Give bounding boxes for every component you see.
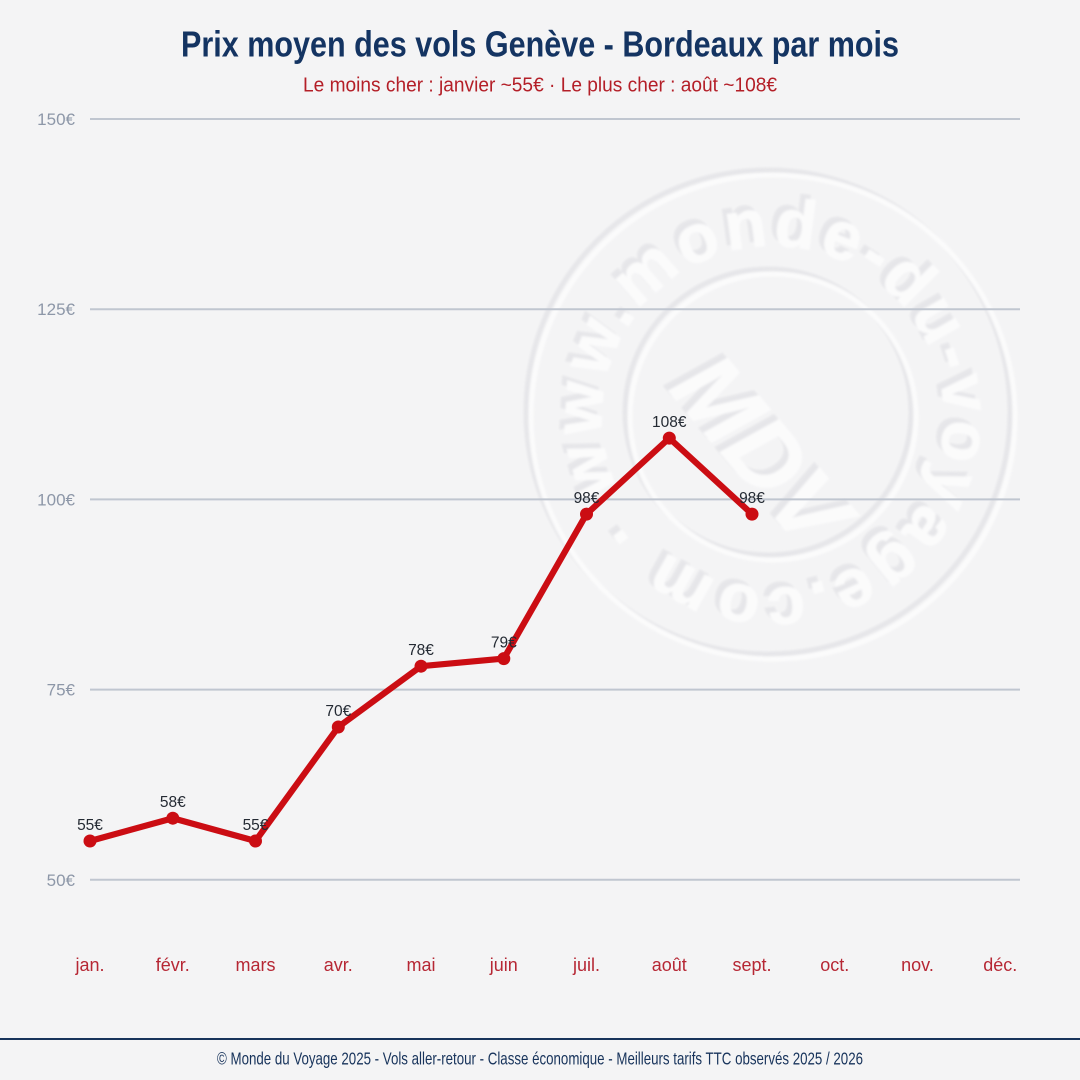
svg-text:125€: 125€ bbox=[37, 300, 75, 319]
svg-text:Prix moyen des vols Genève - B: Prix moyen des vols Genève - Bordeaux pa… bbox=[181, 24, 899, 65]
svg-text:© Monde du Voyage 2025 - Vols: © Monde du Voyage 2025 - Vols aller-reto… bbox=[217, 1049, 863, 1069]
svg-text:juil.: juil. bbox=[572, 955, 600, 975]
svg-text:Le moins cher : janvier ~55€ ·: Le moins cher : janvier ~55€ · Le plus c… bbox=[303, 74, 778, 97]
svg-text:55€: 55€ bbox=[77, 817, 103, 834]
svg-text:mars: mars bbox=[236, 955, 276, 975]
svg-text:79€: 79€ bbox=[491, 635, 517, 652]
svg-text:oct.: oct. bbox=[820, 955, 849, 975]
svg-text:juin: juin bbox=[489, 955, 518, 975]
svg-text:déc.: déc. bbox=[983, 955, 1017, 975]
svg-text:100€: 100€ bbox=[37, 490, 75, 509]
svg-text:mai: mai bbox=[406, 955, 435, 975]
svg-text:55€: 55€ bbox=[243, 817, 269, 834]
svg-text:sept.: sept. bbox=[732, 955, 771, 975]
svg-text:août: août bbox=[652, 955, 687, 975]
svg-text:150€: 150€ bbox=[37, 110, 75, 129]
svg-text:70€: 70€ bbox=[325, 703, 351, 720]
svg-text:58€: 58€ bbox=[160, 794, 186, 811]
svg-text:févr.: févr. bbox=[156, 955, 190, 975]
svg-text:75€: 75€ bbox=[47, 681, 76, 700]
svg-text:108€: 108€ bbox=[652, 414, 687, 431]
svg-text:avr.: avr. bbox=[324, 955, 353, 975]
svg-text:jan.: jan. bbox=[74, 955, 104, 975]
svg-text:50€: 50€ bbox=[47, 871, 76, 890]
svg-text:78€: 78€ bbox=[408, 642, 434, 659]
svg-text:98€: 98€ bbox=[739, 490, 765, 507]
svg-text:98€: 98€ bbox=[574, 490, 600, 507]
svg-text:nov.: nov. bbox=[901, 955, 934, 975]
